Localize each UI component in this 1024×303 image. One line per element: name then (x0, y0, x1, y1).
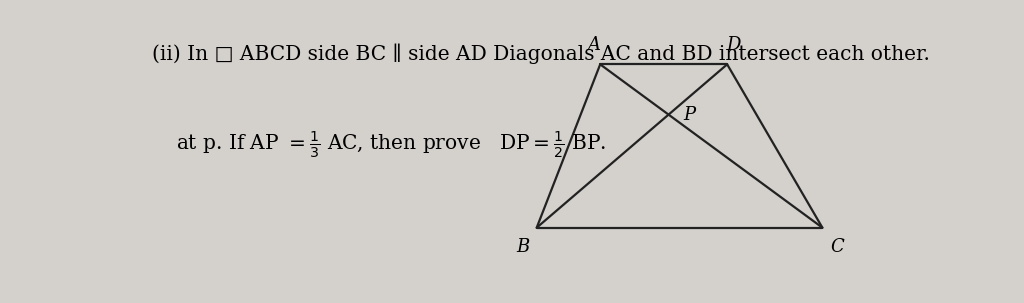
Text: P: P (683, 106, 695, 124)
Text: A: A (588, 36, 600, 54)
Text: D: D (726, 36, 740, 54)
Text: B: B (516, 238, 529, 256)
Text: C: C (829, 238, 844, 256)
Text: (ii) In □ ABCD side BC ∥ side AD Diagonals AC and BD intersect each other.: (ii) In □ ABCD side BC ∥ side AD Diagona… (152, 43, 930, 64)
Text: at p. If AP $=\frac{1}{3}$ AC, then prove   DP$=\frac{1}{2}$ BP.: at p. If AP $=\frac{1}{3}$ AC, then prov… (176, 130, 606, 160)
